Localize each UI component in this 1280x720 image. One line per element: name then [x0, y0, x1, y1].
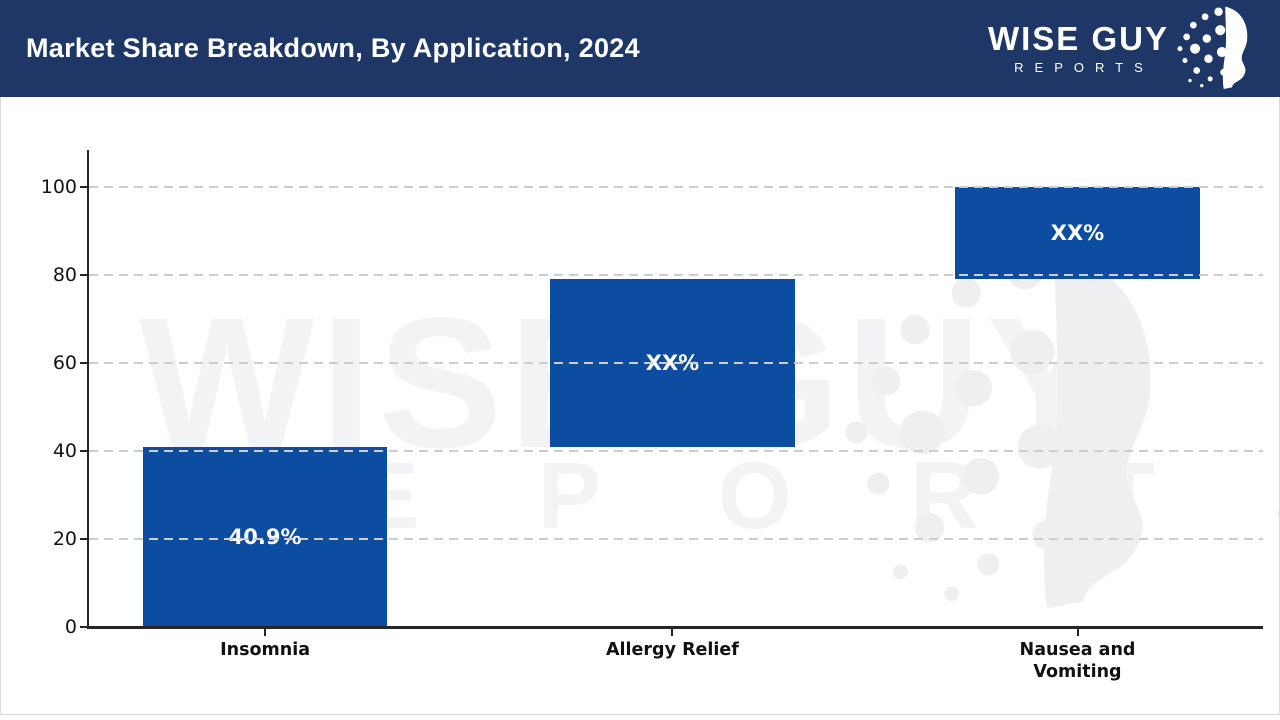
y-tick-mark	[80, 274, 88, 276]
page-title: Market Share Breakdown, By Application, …	[26, 33, 640, 63]
y-axis-line	[87, 150, 89, 629]
y-tick-mark	[80, 538, 88, 540]
gridline-20	[89, 538, 1263, 540]
y-tick-mark	[80, 362, 88, 364]
wiseguy-logo: WISE GUY REPORTS	[988, 5, 1250, 93]
x-tick-mark	[264, 629, 267, 636]
gridline-40	[89, 450, 1263, 452]
x-category-label: Insomnia	[220, 640, 311, 660]
y-tick-mark	[80, 450, 88, 452]
gridline-100	[89, 186, 1263, 188]
y-tick-label: 100	[40, 176, 77, 198]
y-tick-label: 20	[52, 528, 77, 550]
y-tick-mark	[80, 186, 88, 188]
watermark-face-icon	[827, 215, 1157, 639]
gridline-80	[89, 274, 1263, 276]
x-tick-mark	[671, 629, 674, 636]
x-tick-mark	[1076, 629, 1079, 636]
logo-subtitle: REPORTS	[1014, 60, 1154, 75]
y-tick-label: 80	[52, 264, 77, 286]
wiseguy-face-logo-icon	[1172, 5, 1250, 93]
y-tick-label: 0	[64, 616, 77, 638]
x-axis-line	[87, 626, 1263, 629]
bar-nausea-and-vomiting: XX%	[955, 187, 1200, 280]
bar-value-label: XX%	[1050, 221, 1105, 246]
chart-card: WISE GUY R E P O R T S 40.9% XX% XX% 0 20 40…	[0, 97, 1280, 715]
logo-wordmark: WISE GUY	[987, 20, 1169, 57]
bar-value-label: 40.9%	[228, 525, 302, 550]
gridline-60	[89, 362, 1263, 364]
y-tick-mark	[80, 626, 88, 628]
wiseguy-logo-text: WISE GUY REPORTS	[988, 22, 1169, 75]
plot-area: 40.9% XX% XX%	[89, 150, 1263, 627]
x-category-label: Allergy Relief	[606, 640, 739, 660]
header-bar: Market Share Breakdown, By Application, …	[0, 0, 1280, 97]
bar-insomnia: 40.9%	[143, 447, 388, 627]
y-tick-label: 40	[52, 440, 77, 462]
x-category-label: Nausea and Vomiting	[1019, 640, 1136, 682]
y-tick-label: 60	[52, 352, 77, 374]
